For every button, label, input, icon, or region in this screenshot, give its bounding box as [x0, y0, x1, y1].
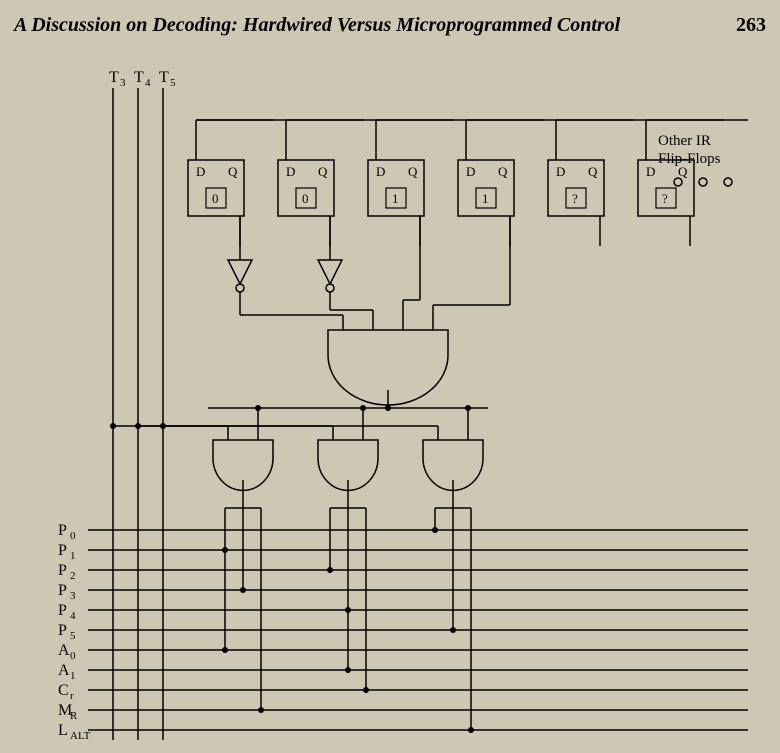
line-label: P: [58, 542, 67, 559]
ff-value: 1: [392, 191, 399, 206]
line-label-sub: 5: [70, 630, 76, 642]
continuation-dot: [724, 178, 732, 186]
page-number: 263: [736, 14, 766, 37]
line-label: P: [58, 622, 67, 639]
ff-d-label: D: [466, 164, 475, 179]
line-label-sub: 0: [70, 650, 76, 662]
ff-value: ?: [662, 191, 668, 206]
ir-label-1: Other IR: [658, 133, 711, 149]
clock-label-sub: 4: [145, 77, 151, 89]
clock-label: T: [109, 69, 119, 86]
line-label: A: [58, 662, 70, 679]
line-label-sub: r: [70, 690, 74, 702]
ff-value: 1: [482, 191, 489, 206]
line-label: P: [58, 602, 67, 619]
line-label: L: [58, 722, 68, 739]
line-label-sub: 2: [70, 570, 76, 582]
header-title: A Discussion on Decoding: Hardwired Vers…: [14, 14, 620, 37]
page-header: A Discussion on Decoding: Hardwired Vers…: [14, 14, 766, 37]
continuation-dot: [674, 178, 682, 186]
clock-label: T: [134, 69, 144, 86]
line-label-sub: 1: [70, 550, 76, 562]
line-label: C: [58, 682, 69, 699]
line-label: P: [58, 562, 67, 579]
ff-d-label: D: [286, 164, 295, 179]
ff-q-label: Q: [588, 164, 598, 179]
line-label: A: [58, 642, 70, 659]
line-label-sub: R: [70, 710, 78, 722]
clock-label-sub: 3: [120, 77, 126, 89]
ff-q-label: Q: [318, 164, 328, 179]
ff-d-label: D: [376, 164, 385, 179]
ff-d-label: D: [646, 164, 655, 179]
ff-value: 0: [212, 191, 219, 206]
ir-label-2: Flip-Flops: [658, 151, 721, 167]
ff-d-label: D: [196, 164, 205, 179]
ff-d-label: D: [556, 164, 565, 179]
ff-q-label: Q: [408, 164, 418, 179]
ff-value: 0: [302, 191, 309, 206]
line-label: P: [58, 522, 67, 539]
clock-label: T: [159, 69, 169, 86]
line-label-sub: 0: [70, 530, 76, 542]
ff-q-label: Q: [228, 164, 238, 179]
logic-diagram: T3T4T5DQ0DQ0DQ1DQ1DQ?DQ?Other IRFlip-Flo…: [18, 60, 762, 750]
line-label-sub: 4: [70, 610, 76, 622]
line-label: P: [58, 582, 67, 599]
ff-q-label: Q: [498, 164, 508, 179]
not-gate: [228, 260, 252, 284]
line-label-sub: 1: [70, 670, 76, 682]
ff-value: ?: [572, 191, 578, 206]
continuation-dot: [699, 178, 707, 186]
clock-label-sub: 5: [170, 77, 176, 89]
not-gate: [318, 260, 342, 284]
line-label-sub: ALT: [70, 730, 91, 742]
line-label-sub: 3: [70, 590, 76, 602]
